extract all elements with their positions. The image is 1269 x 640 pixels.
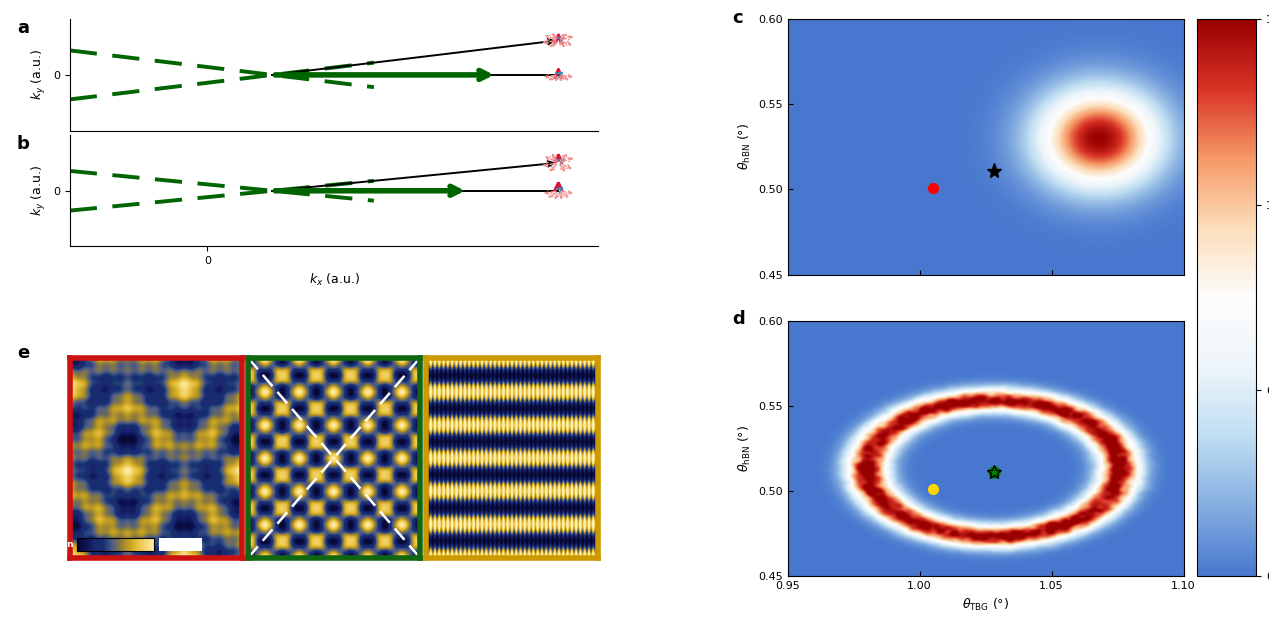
X-axis label: $\theta_{\rm TBG}$ (°): $\theta_{\rm TBG}$ (°) xyxy=(962,596,1009,612)
Y-axis label: $\theta_{\rm hBN}$ (°): $\theta_{\rm hBN}$ (°) xyxy=(736,124,753,170)
Text: b: b xyxy=(16,135,30,153)
Y-axis label: $k_y$ (a.u.): $k_y$ (a.u.) xyxy=(29,49,47,100)
Text: e: e xyxy=(16,344,29,362)
Text: Min: Min xyxy=(55,540,74,549)
Y-axis label: $k_y$ (a.u.): $k_y$ (a.u.) xyxy=(29,165,47,216)
X-axis label: $k_x$ (a.u.): $k_x$ (a.u.) xyxy=(308,272,359,288)
Text: Max: Max xyxy=(157,540,178,549)
Text: d: d xyxy=(732,310,745,328)
Text: a: a xyxy=(16,19,29,37)
Y-axis label: $\theta_{\rm hBN}$ (°): $\theta_{\rm hBN}$ (°) xyxy=(736,425,753,472)
Text: c: c xyxy=(732,9,742,27)
